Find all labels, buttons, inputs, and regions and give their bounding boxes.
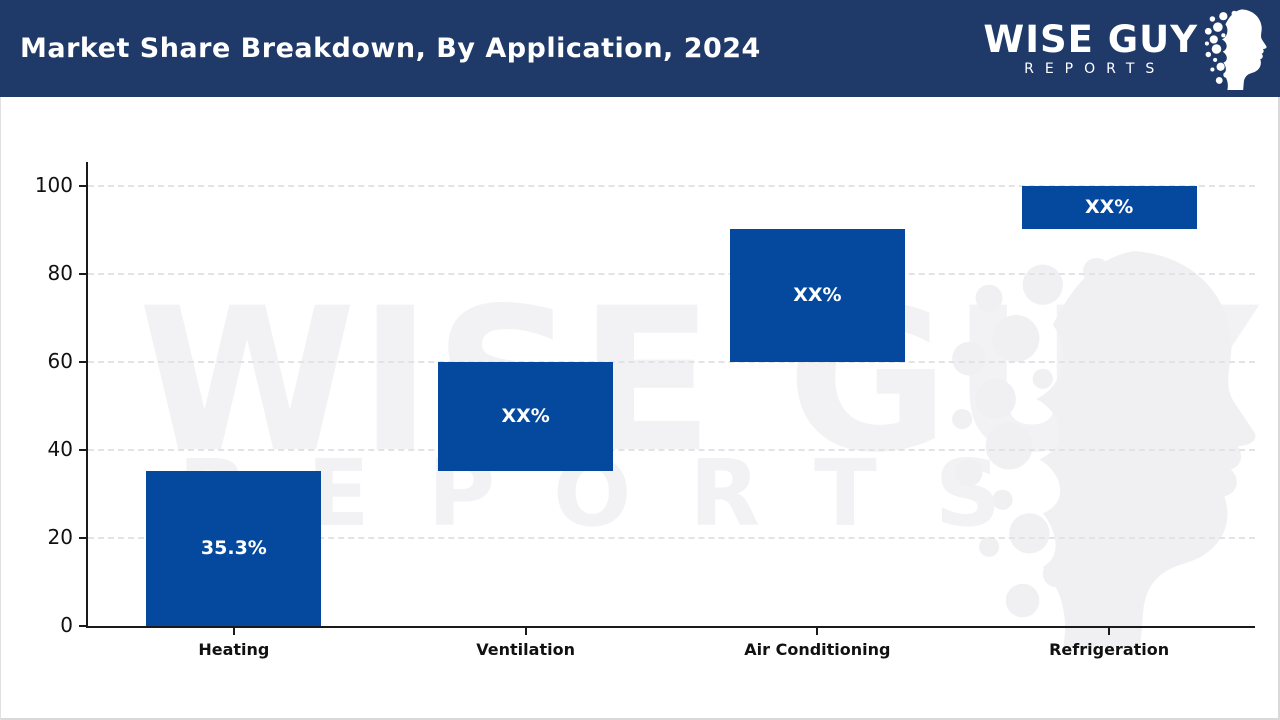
x-category-label: Air Conditioning <box>744 640 891 659</box>
bar-refrigeration: XX% <box>1021 186 1197 229</box>
watermark-face-icon <box>952 251 1256 648</box>
gridline-100 <box>88 185 1255 187</box>
y-tick-label: 20 <box>47 525 73 549</box>
y-tick <box>79 449 88 451</box>
y-tick <box>79 273 88 275</box>
logo-subtitle: REPORTS <box>1024 60 1166 77</box>
y-tick <box>79 625 88 627</box>
y-axis-line <box>86 162 88 628</box>
logo-wordmark: WISE GUY <box>983 18 1198 62</box>
x-tick <box>524 628 527 635</box>
x-tick <box>232 628 235 635</box>
page-title: Market Share Breakdown, By Application, … <box>20 33 761 64</box>
y-tick-label: 40 <box>47 437 73 461</box>
y-tick <box>79 537 88 539</box>
bar-value-label: 35.3% <box>200 537 267 560</box>
bar-value-label: XX% <box>501 405 550 428</box>
logo-face-icon <box>1204 9 1267 90</box>
bar-heating: 35.3% <box>146 470 322 626</box>
page-left-border <box>0 97 1 720</box>
y-tick-label: 80 <box>47 261 73 285</box>
y-tick <box>79 185 88 187</box>
x-category-label: Refrigeration <box>1049 640 1170 659</box>
gridline-20 <box>88 537 1255 539</box>
x-tick <box>816 628 819 635</box>
bar-value-label: XX% <box>793 284 842 307</box>
page-right-border <box>1278 97 1280 720</box>
y-tick-label: 60 <box>47 349 73 373</box>
x-category-label: Heating <box>198 640 270 659</box>
bar-air-conditioning: XX% <box>729 228 905 362</box>
y-tick-label: 0 <box>60 613 73 637</box>
bar-value-label: XX% <box>1084 196 1134 219</box>
gridline-80 <box>88 273 1255 275</box>
header: Market Share Breakdown, By Application, … <box>0 0 1280 97</box>
y-tick <box>79 361 88 363</box>
x-category-label: Ventilation <box>476 640 575 659</box>
page-bottom-border <box>0 718 1280 720</box>
bar-ventilation: XX% <box>438 362 614 471</box>
logo-text: WISE GUY REPORTS <box>983 18 1198 77</box>
gridline-40 <box>88 449 1255 451</box>
wiseguy-logo: WISE GUY REPORTS <box>983 6 1272 92</box>
y-tick-label: 100 <box>34 173 73 197</box>
gridline-60 <box>88 361 1255 363</box>
x-axis-line <box>86 626 1255 628</box>
x-tick <box>1108 628 1111 635</box>
